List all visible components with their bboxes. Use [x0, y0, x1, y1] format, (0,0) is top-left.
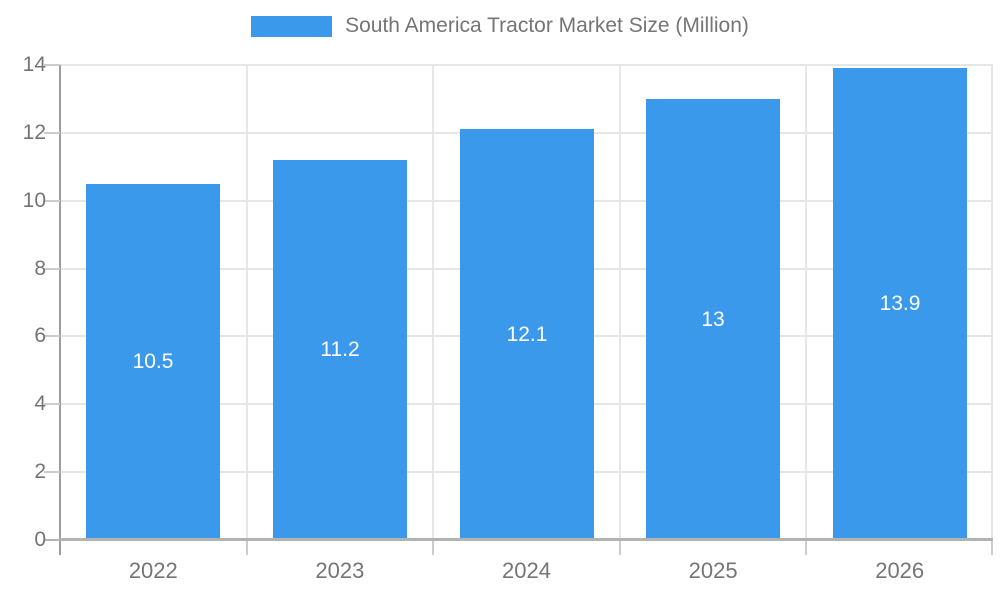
legend-label[interactable]: South America Tractor Market Size (Milli…	[345, 14, 749, 37]
y-tick-label-0: 0	[34, 528, 46, 551]
x-tick-label-2026: 2026	[875, 558, 925, 583]
y-tick-label-12: 12	[22, 120, 46, 144]
gridline-h-14	[60, 64, 993, 66]
legend[interactable]: South America Tractor Market Size (Milli…	[0, 14, 1000, 38]
legend-swatch[interactable]	[251, 15, 333, 37]
y-tick-mark-12	[44, 131, 60, 134]
gridline-v-5	[991, 65, 993, 540]
bar-value-label-2022: 10.5	[132, 350, 174, 373]
x-tick-mark-3	[619, 540, 621, 555]
bar-2022[interactable]: 10.5	[86, 184, 220, 540]
y-tick-mark-4	[44, 403, 60, 406]
bar-value-label-2023: 11.2	[320, 338, 360, 361]
y-tick-mark-14	[44, 64, 60, 66]
y-tick-label-2: 2	[34, 460, 46, 484]
x-tick-label-2022: 2022	[128, 558, 178, 583]
gridline-v-1	[246, 65, 248, 540]
plot-area: 10.5 11.2 12.1 13 13.9	[60, 64, 993, 540]
y-tick-mark-6	[44, 335, 60, 338]
x-axis-baseline	[60, 538, 993, 541]
x-tick-label-2023: 2023	[315, 558, 365, 583]
x-tick-label-2025: 2025	[688, 558, 738, 583]
y-tick-mark-0	[44, 539, 60, 541]
gridline-v-2	[432, 65, 434, 540]
y-tick-label-14: 14	[22, 53, 46, 76]
bar-2025[interactable]: 13	[646, 99, 780, 540]
x-tick-mark-5	[991, 540, 993, 555]
x-tick-mark-1	[246, 540, 248, 555]
bar-2024[interactable]: 12.1	[460, 129, 594, 540]
bar-2023[interactable]: 11.2	[273, 160, 407, 540]
bar-2026[interactable]: 13.9	[833, 68, 967, 540]
y-tick-mark-10	[44, 199, 60, 202]
y-axis-line	[59, 65, 61, 555]
bar-value-label-2025: 13	[701, 307, 725, 331]
x-tick-mark-4	[805, 540, 807, 555]
y-tick-mark-2	[44, 471, 60, 474]
y-tick-label-8: 8	[34, 256, 46, 280]
gridline-v-3	[619, 65, 621, 540]
gridline-v-4	[805, 65, 807, 540]
y-tick-label-6: 6	[34, 324, 46, 348]
bar-value-label-2026: 13.9	[879, 292, 921, 315]
bar-value-label-2024: 12.1	[506, 322, 548, 346]
x-tick-mark-2	[432, 540, 434, 555]
y-tick-label-10: 10	[22, 188, 46, 212]
y-tick-mark-8	[44, 267, 60, 270]
x-tick-label-2024: 2024	[502, 558, 551, 583]
y-tick-label-4: 4	[34, 392, 46, 416]
